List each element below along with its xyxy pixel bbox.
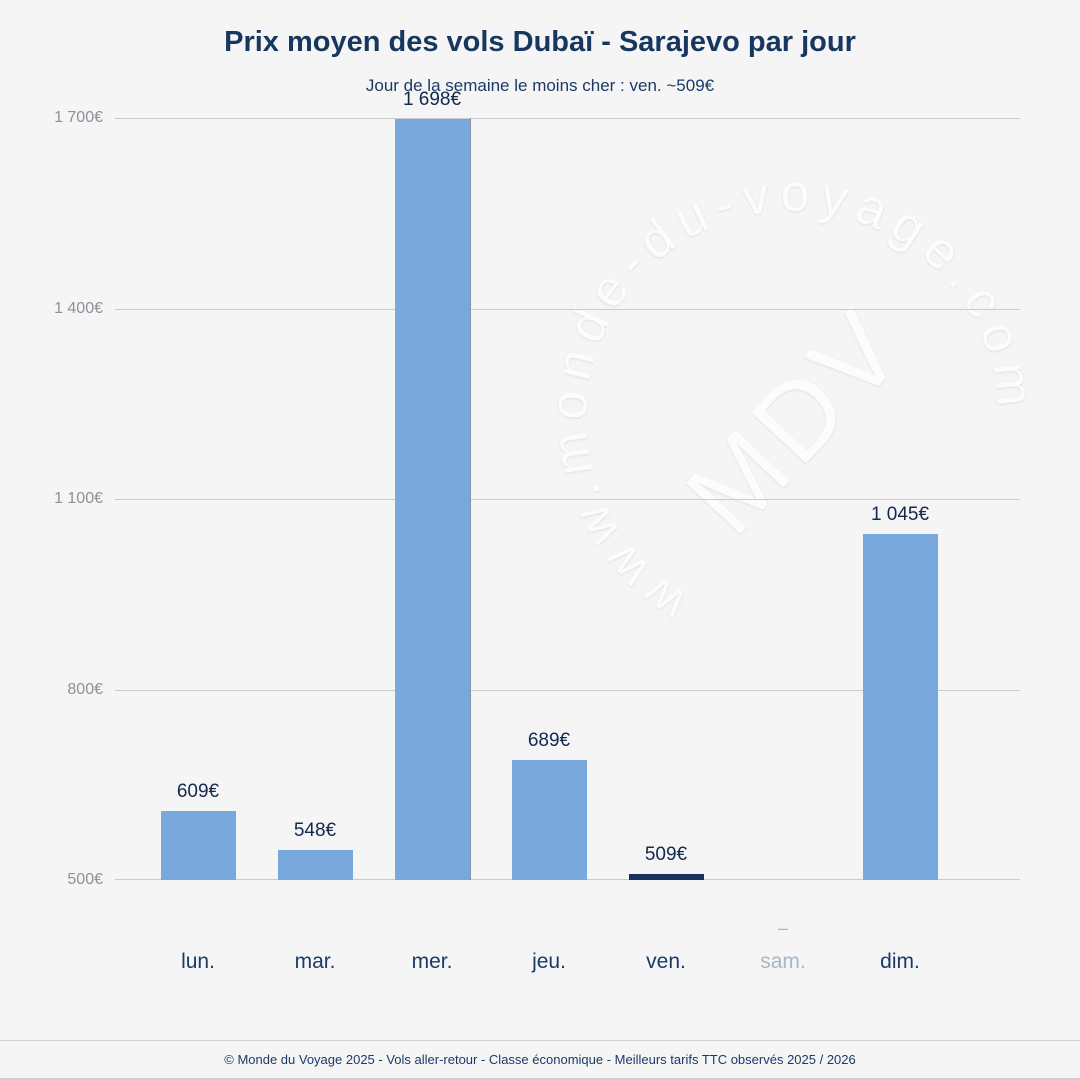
gridline [115,499,1020,500]
bar-lun[interactable] [160,811,236,880]
footer: © Monde du Voyage 2025 - Vols aller-reto… [0,1040,1080,1080]
footer-text: © Monde du Voyage 2025 - Vols aller-reto… [224,1052,856,1067]
gridline [115,690,1020,691]
crosshair-line [470,118,471,880]
bar-value-label: 1 698€ [402,89,462,110]
bar-value-label: 689€ [527,730,571,751]
x-axis-label: ven. [646,950,686,973]
bar-value-label: 548€ [293,820,337,841]
y-axis-label: 1 400€ [54,300,103,317]
bar-chart-plot: 609€ 548€ 1 698€ 689€ 509€ 1 045€ [115,89,1020,880]
bar-dim[interactable] [862,534,938,880]
y-axis-label: 500€ [67,871,103,888]
x-axis-label: mer. [411,950,453,973]
y-axis-label: 1 100€ [54,490,103,507]
x-axis-label: dim. [880,950,920,973]
no-data-dash: – [777,918,789,938]
gridline [115,309,1020,310]
bar-value-label: 1 045€ [870,504,930,525]
bar-mer[interactable] [394,119,470,880]
y-axis-label: 800€ [67,681,103,698]
x-axis-label: lun. [181,950,215,973]
x-axis-label: jeu. [532,950,566,973]
chart-subtitle: Jour de la semaine le moins cher : ven. … [365,76,715,95]
x-axis-label: sam. [760,950,806,973]
bar-value-label: 509€ [644,844,688,865]
y-axis: 500€ 800€ 1 100€ 1 400€ 1 700€ [0,109,103,888]
bar-value-label: 609€ [176,781,220,802]
bar-mar[interactable] [277,850,353,880]
x-axis: lun. mar. mer. jeu. ven. sam. – dim. [115,918,1020,996]
gridline [115,118,1020,119]
bar-ven[interactable] [628,874,704,880]
x-axis-label: mar. [294,950,336,973]
chart-title: Prix moyen des vols Dubaï - Sarajevo par… [224,26,856,58]
bar-jeu[interactable] [511,760,587,880]
y-axis-label: 1 700€ [54,109,103,126]
